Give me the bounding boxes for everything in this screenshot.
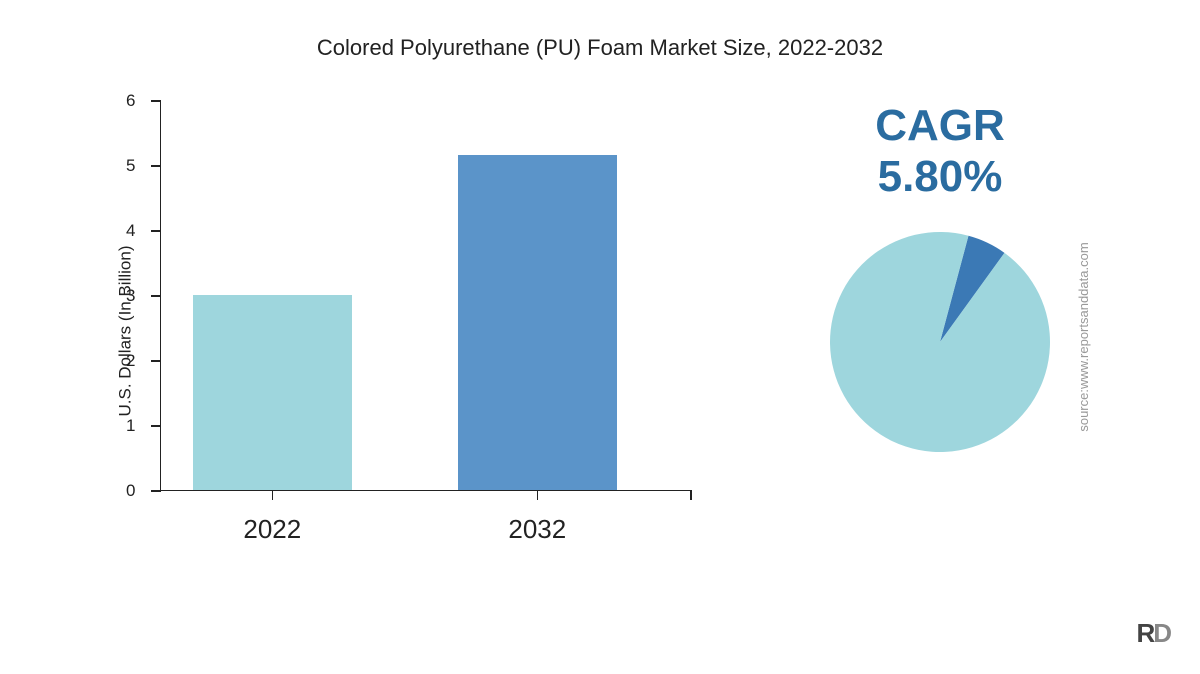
y-tick-label: 1 (126, 416, 135, 436)
y-tick-label: 0 (126, 481, 135, 501)
x-tick (537, 490, 539, 500)
cagr-line1: CAGR (875, 101, 1005, 152)
x-tick (690, 490, 692, 500)
logo: RD (1136, 618, 1170, 649)
pie-svg (830, 232, 1050, 452)
bar-chart: U.S. Dollars (In Billion) 01234562022203… (100, 91, 720, 571)
source-attribution: source:www.reportsanddata.com (1076, 242, 1091, 431)
y-tick-label: 4 (126, 221, 135, 241)
x-tick (272, 490, 274, 500)
y-tick (151, 230, 161, 232)
logo-d: D (1153, 618, 1170, 648)
cagr-line2: 5.80% (875, 152, 1005, 203)
bar-2022 (193, 295, 352, 490)
y-tick (151, 490, 161, 492)
y-tick-label: 5 (126, 156, 135, 176)
pie-slice (830, 232, 1050, 452)
y-tick (151, 165, 161, 167)
content-row: U.S. Dollars (In Billion) 01234562022203… (0, 61, 1200, 571)
y-tick-label: 6 (126, 91, 135, 111)
x-tick-label: 2022 (243, 514, 301, 545)
right-panel: CAGR 5.80% (780, 91, 1100, 571)
x-tick-label: 2032 (508, 514, 566, 545)
y-tick-label: 2 (126, 351, 135, 371)
chart-title: Colored Polyurethane (PU) Foam Market Si… (0, 0, 1200, 61)
y-tick (151, 425, 161, 427)
y-tick (151, 295, 161, 297)
y-tick (151, 100, 161, 102)
cagr-text: CAGR 5.80% (875, 101, 1005, 202)
logo-r: R (1136, 618, 1153, 648)
bar-2032 (458, 155, 617, 490)
pie-chart (830, 232, 1050, 457)
y-tick-label: 3 (126, 286, 135, 306)
y-tick (151, 360, 161, 362)
y-axis-label: U.S. Dollars (In Billion) (116, 246, 136, 417)
bar-plot-area: 012345620222032 (160, 101, 690, 491)
